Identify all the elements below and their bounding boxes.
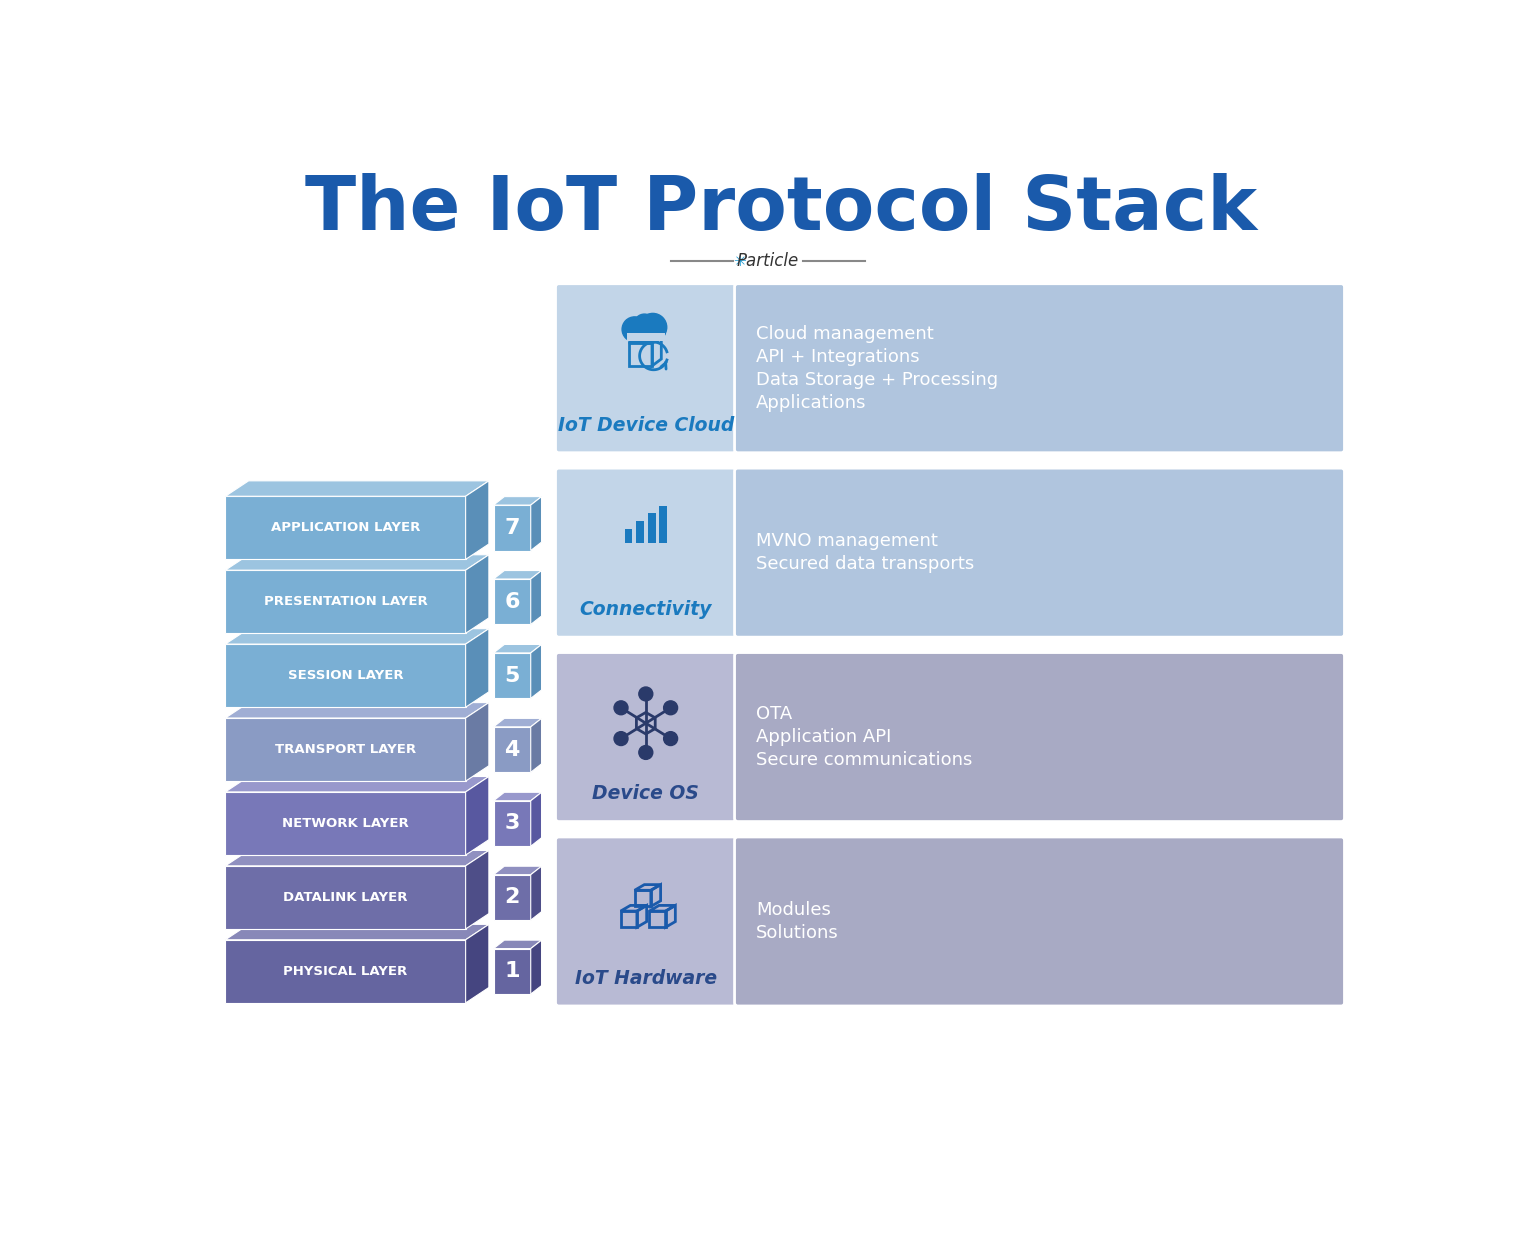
Polygon shape xyxy=(466,924,489,1003)
Polygon shape xyxy=(466,629,489,708)
Text: Connectivity: Connectivity xyxy=(579,600,712,619)
Text: API + Integrations: API + Integrations xyxy=(756,348,920,366)
Text: SESSION LAYER: SESSION LAYER xyxy=(288,669,404,682)
Circle shape xyxy=(663,731,678,746)
Text: Device OS: Device OS xyxy=(593,784,700,803)
Polygon shape xyxy=(625,529,632,542)
Text: Data Storage + Processing: Data Storage + Processing xyxy=(756,370,998,389)
Polygon shape xyxy=(494,496,541,505)
Polygon shape xyxy=(530,866,541,920)
Polygon shape xyxy=(466,777,489,855)
Text: Cloud management: Cloud management xyxy=(756,325,934,342)
Text: IoT Hardware: IoT Hardware xyxy=(575,968,716,988)
FancyBboxPatch shape xyxy=(735,652,1344,821)
Polygon shape xyxy=(226,866,466,929)
Polygon shape xyxy=(494,719,541,727)
Text: 2: 2 xyxy=(504,888,520,908)
Polygon shape xyxy=(226,792,466,855)
Polygon shape xyxy=(530,571,541,625)
Text: Solutions: Solutions xyxy=(756,924,840,942)
FancyBboxPatch shape xyxy=(556,468,736,637)
Text: 4: 4 xyxy=(504,740,520,760)
Text: APPLICATION LAYER: APPLICATION LAYER xyxy=(271,521,421,535)
Text: Particle: Particle xyxy=(736,252,799,270)
Text: 7: 7 xyxy=(504,517,520,537)
Text: 3: 3 xyxy=(504,814,520,834)
Polygon shape xyxy=(494,874,530,920)
Polygon shape xyxy=(530,940,541,994)
Polygon shape xyxy=(494,505,530,551)
Ellipse shape xyxy=(626,322,664,343)
Polygon shape xyxy=(494,653,530,698)
Text: DATALINK LAYER: DATALINK LAYER xyxy=(283,890,408,904)
Text: 5: 5 xyxy=(504,666,520,685)
Polygon shape xyxy=(226,924,489,940)
Polygon shape xyxy=(226,703,489,718)
Polygon shape xyxy=(226,851,489,866)
Text: OTA: OTA xyxy=(756,705,792,722)
Polygon shape xyxy=(466,703,489,782)
Text: NETWORK LAYER: NETWORK LAYER xyxy=(282,818,408,830)
Polygon shape xyxy=(226,571,466,634)
Polygon shape xyxy=(626,332,664,341)
Polygon shape xyxy=(226,718,466,782)
Polygon shape xyxy=(530,719,541,772)
Text: Application API: Application API xyxy=(756,729,892,746)
Polygon shape xyxy=(494,940,541,948)
Polygon shape xyxy=(530,645,541,698)
Circle shape xyxy=(663,701,678,715)
Circle shape xyxy=(614,731,628,746)
Polygon shape xyxy=(530,496,541,551)
Polygon shape xyxy=(494,948,530,994)
Polygon shape xyxy=(466,480,489,559)
Text: PHYSICAL LAYER: PHYSICAL LAYER xyxy=(283,965,407,978)
Polygon shape xyxy=(226,555,489,571)
Polygon shape xyxy=(648,514,655,542)
Polygon shape xyxy=(466,851,489,929)
Polygon shape xyxy=(226,480,489,496)
Text: MVNO management: MVNO management xyxy=(756,532,939,550)
Circle shape xyxy=(614,701,628,715)
Polygon shape xyxy=(530,793,541,846)
FancyBboxPatch shape xyxy=(556,652,736,821)
Polygon shape xyxy=(494,645,541,653)
Text: Modules: Modules xyxy=(756,900,831,919)
Text: Secured data transports: Secured data transports xyxy=(756,556,974,573)
FancyBboxPatch shape xyxy=(556,284,736,453)
FancyBboxPatch shape xyxy=(735,284,1344,453)
Circle shape xyxy=(639,314,666,341)
Text: IoT Device Cloud: IoT Device Cloud xyxy=(558,415,735,435)
Polygon shape xyxy=(226,777,489,792)
FancyBboxPatch shape xyxy=(735,468,1344,637)
Polygon shape xyxy=(494,571,541,579)
Polygon shape xyxy=(226,496,466,559)
FancyBboxPatch shape xyxy=(556,837,736,1007)
Circle shape xyxy=(634,314,655,335)
Circle shape xyxy=(639,687,652,701)
Text: 1: 1 xyxy=(504,961,520,982)
Text: Applications: Applications xyxy=(756,394,867,412)
Circle shape xyxy=(639,746,652,760)
Polygon shape xyxy=(660,505,668,542)
Polygon shape xyxy=(636,521,643,542)
Text: TRANSPORT LAYER: TRANSPORT LAYER xyxy=(274,743,416,756)
Text: ✳: ✳ xyxy=(733,254,745,269)
Text: PRESENTATION LAYER: PRESENTATION LAYER xyxy=(264,595,427,608)
Polygon shape xyxy=(494,866,541,874)
Text: 6: 6 xyxy=(504,592,520,611)
Polygon shape xyxy=(494,793,541,800)
FancyBboxPatch shape xyxy=(735,837,1344,1007)
Polygon shape xyxy=(226,940,466,1003)
Polygon shape xyxy=(494,579,530,625)
Polygon shape xyxy=(466,555,489,634)
Polygon shape xyxy=(226,645,466,708)
Circle shape xyxy=(622,317,648,342)
Polygon shape xyxy=(494,800,530,846)
Text: Secure communications: Secure communications xyxy=(756,751,972,769)
Text: The IoT Protocol Stack: The IoT Protocol Stack xyxy=(305,173,1257,246)
Polygon shape xyxy=(494,727,530,772)
Polygon shape xyxy=(226,629,489,645)
